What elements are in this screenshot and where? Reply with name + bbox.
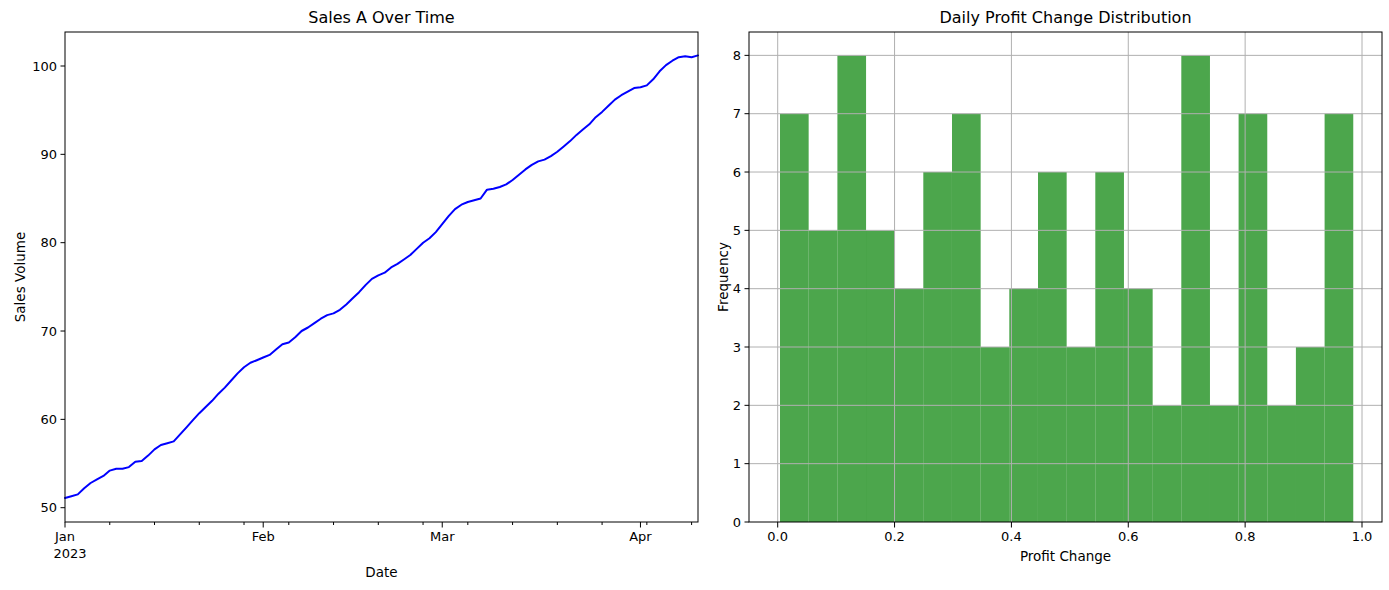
sales-y-tick-label: 80 (40, 235, 57, 250)
histogram-bar (952, 114, 981, 522)
histogram-bar (1325, 114, 1354, 522)
sales-line-series (65, 55, 698, 498)
sales-yaxis-label: Sales Volume (12, 232, 28, 322)
histogram-yaxis-label: Frequency (715, 242, 731, 312)
histogram-plot-content: 0 1 2 3 4 5 6 7 8 0.0 0.2 0.4 0.6 0.8 1.0 (733, 32, 1382, 544)
sales-plot-content: 50 60 70 80 90 100 Jan 2023 Feb Mar Apr (32, 32, 698, 561)
matplotlib-figure: 5060708090100Jan2023FebMarApr Sales A Ov… (0, 0, 1389, 590)
histogram-x-tick-label: 0.2 (884, 529, 905, 544)
figure-svg: 5060708090100Jan2023FebMarApr Sales A Ov… (0, 0, 1389, 590)
sales-y-tick-label: 50 (40, 500, 57, 515)
histogram-chart-title: Daily Profit Change Distribution (939, 8, 1191, 27)
histogram-y-tick-label: 5 (733, 223, 741, 238)
sales-chart-title: Sales A Over Time (308, 8, 454, 27)
subplot-sales-line-chart: 50 60 70 80 90 100 Jan 2023 Feb Mar Apr Sales A Ov… (12, 8, 698, 580)
sales-y-tick-label: 60 (40, 412, 57, 427)
histogram-y-tick-label: 2 (733, 398, 741, 413)
histogram-bar (866, 230, 895, 522)
sales-y-tick-label: 100 (32, 59, 57, 74)
histogram-bar (981, 347, 1010, 522)
histogram-xaxis-label: Profit Change (1020, 548, 1111, 564)
histogram-y-tick-label: 7 (733, 106, 741, 121)
histogram-y-tick-label: 4 (733, 281, 741, 296)
histogram-x-tick-label: 0.4 (1001, 529, 1022, 544)
histogram-y-tick-label: 8 (733, 48, 741, 63)
histogram-x-tick-label: 0.8 (1235, 529, 1256, 544)
sales-x-tick-label: Jan (54, 529, 75, 544)
histogram-y-tick-label: 0 (733, 515, 741, 530)
histogram-y-tick-label: 3 (733, 340, 741, 355)
sales-x-tick-year-label: 2023 (53, 546, 86, 561)
histogram-bar (1296, 347, 1325, 522)
histogram-bar (1067, 347, 1096, 522)
histogram-x-tick-label: 0.0 (767, 529, 788, 544)
subplot-profit-histogram: 0 1 2 3 4 5 6 7 8 0.0 0.2 0.4 0.6 0.8 1.0 Daily Profit… (715, 8, 1382, 564)
sales-y-tick-label: 70 (40, 324, 57, 339)
page-body: { "figure": { "background": "#ffffff", "… (0, 0, 1389, 590)
sales-axes-spines (65, 32, 698, 522)
histogram-y-tick-label: 6 (733, 165, 741, 180)
histogram-x-tick-label: 1.0 (1352, 529, 1373, 544)
sales-x-tick-label: Feb (252, 529, 275, 544)
histogram-bar (809, 230, 838, 522)
histogram-x-tick-label: 0.6 (1118, 529, 1139, 544)
histogram-y-tick-label: 1 (733, 456, 741, 471)
sales-y-tick-label: 90 (40, 147, 57, 162)
sales-x-tick-label: Apr (629, 529, 652, 544)
histogram-bar (1239, 114, 1268, 522)
sales-xaxis-label: Date (365, 564, 397, 580)
sales-x-tick-label: Mar (430, 529, 455, 544)
histogram-bar (780, 114, 809, 522)
